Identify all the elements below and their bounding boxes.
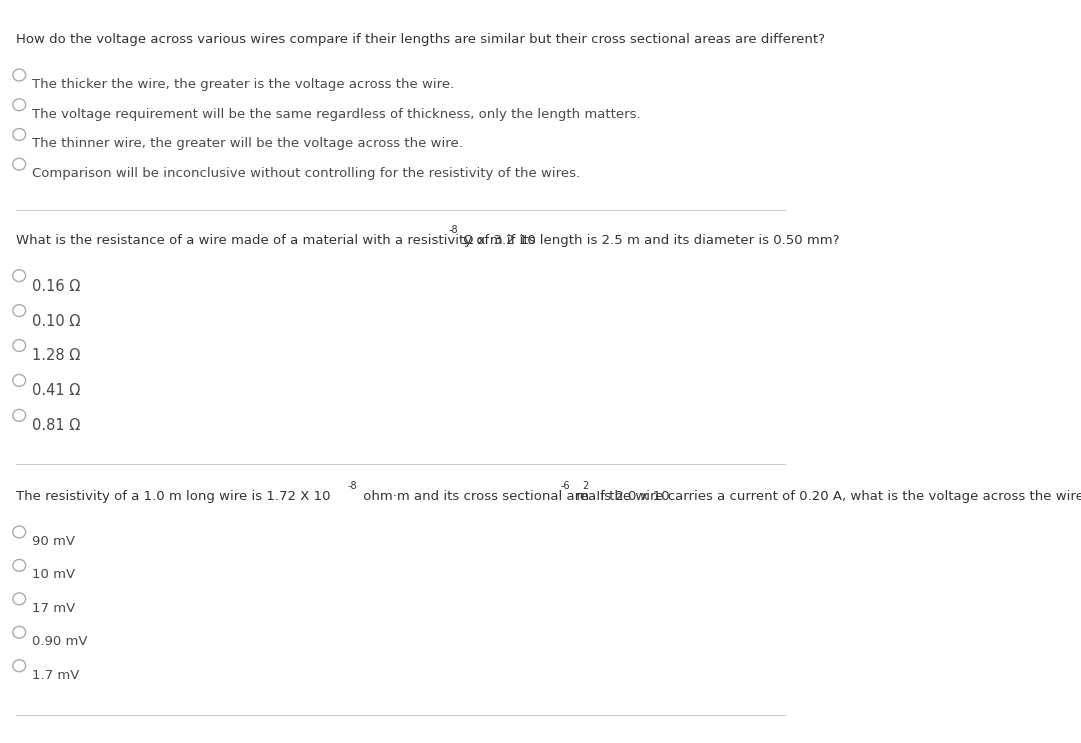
Text: 1.28 Ω: 1.28 Ω — [32, 348, 80, 363]
Text: The thicker the wire, the greater is the voltage across the wire.: The thicker the wire, the greater is the… — [32, 78, 454, 91]
Text: . If the wire carries a current of 0.20 A, what is the voltage across the wire?: . If the wire carries a current of 0.20 … — [588, 490, 1081, 503]
Text: 90 mV: 90 mV — [32, 535, 75, 548]
Text: -6: -6 — [561, 481, 571, 491]
Text: 2: 2 — [583, 481, 589, 491]
Text: How do the voltage across various wires compare if their lengths are similar but: How do the voltage across various wires … — [16, 33, 825, 46]
Text: What is the resistance of a wire made of a material with a resistivity of 3.2 10: What is the resistance of a wire made of… — [16, 234, 536, 247]
Text: m: m — [572, 490, 589, 503]
Text: 1.7 mV: 1.7 mV — [32, 669, 79, 681]
Text: 0.41 Ω: 0.41 Ω — [32, 383, 80, 398]
Text: ohm·m and its cross sectional area is 2.0 x 10: ohm·m and its cross sectional area is 2.… — [359, 490, 669, 503]
Text: -8: -8 — [348, 481, 358, 491]
Text: The thinner wire, the greater will be the voltage across the wire.: The thinner wire, the greater will be th… — [32, 137, 463, 150]
Text: 17 mV: 17 mV — [32, 602, 76, 614]
Text: Ω x m if its length is 2.5 m and its diameter is 0.50 mm?: Ω x m if its length is 2.5 m and its dia… — [459, 234, 840, 247]
Text: 10 mV: 10 mV — [32, 568, 76, 581]
Text: The resistivity of a 1.0 m long wire is 1.72 X 10: The resistivity of a 1.0 m long wire is … — [16, 490, 331, 503]
Text: -8: -8 — [449, 225, 458, 235]
Text: 0.10 Ω: 0.10 Ω — [32, 314, 80, 328]
Text: Comparison will be inconclusive without controlling for the resistivity of the w: Comparison will be inconclusive without … — [32, 167, 580, 180]
Text: 0.81 Ω: 0.81 Ω — [32, 418, 80, 433]
Text: 0.90 mV: 0.90 mV — [32, 635, 88, 648]
Text: 0.16 Ω: 0.16 Ω — [32, 279, 80, 293]
Text: The voltage requirement will be the same regardless of thickness, only the lengt: The voltage requirement will be the same… — [32, 108, 641, 120]
